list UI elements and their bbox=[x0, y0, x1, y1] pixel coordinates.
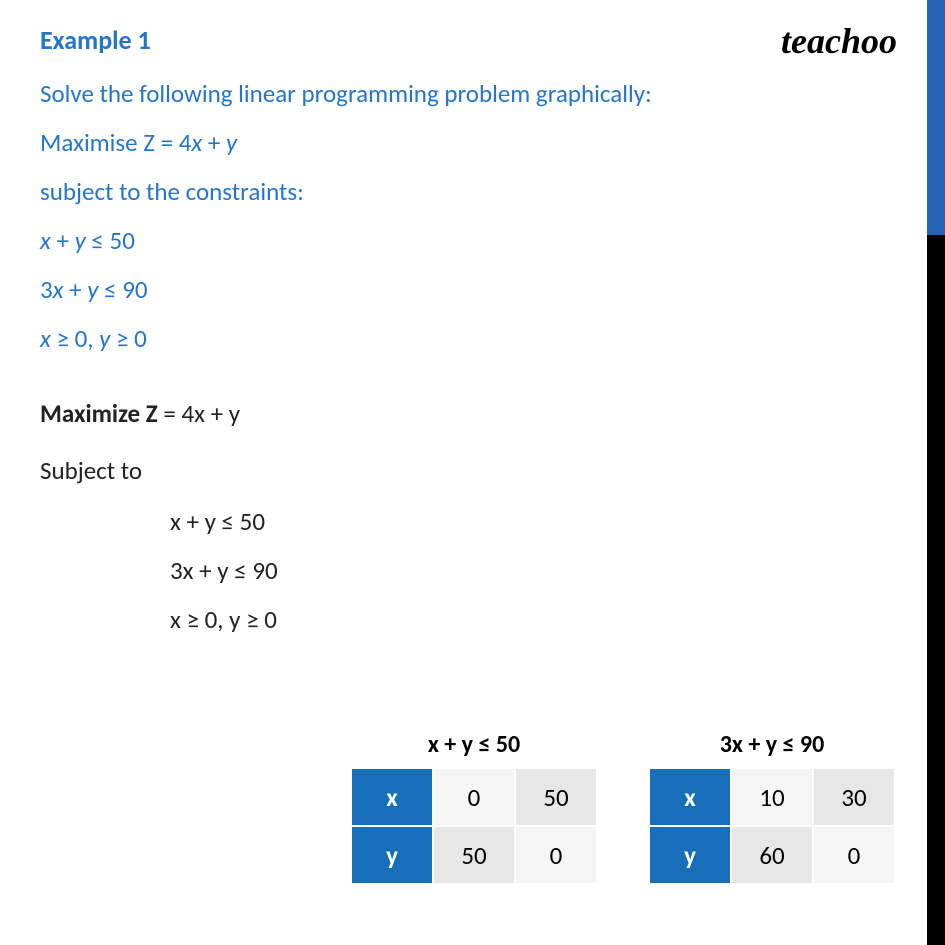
obj-var-y: y bbox=[226, 127, 237, 158]
table-2-r1-label: x bbox=[649, 768, 731, 826]
side-accent-black bbox=[927, 235, 945, 945]
table-2-r1-v2: 30 bbox=[813, 768, 895, 826]
table-1-r1-v1: 0 bbox=[433, 768, 515, 826]
c1-x: x bbox=[40, 225, 51, 256]
obj-mid: + bbox=[202, 127, 226, 158]
c3-y: y bbox=[99, 323, 110, 354]
table-1-r2-label: y bbox=[351, 826, 433, 884]
constraint-3: x ≥ 0, y ≥ 0 bbox=[40, 323, 885, 354]
table-2-r1-v1: 10 bbox=[731, 768, 813, 826]
table-2-r2-v1: 60 bbox=[731, 826, 813, 884]
obj-prefix: Maximise Z = 4 bbox=[40, 127, 191, 158]
data-tables: x + y ≤ 50 x 0 50 y 50 0 3x + y ≤ 90 x 1… bbox=[350, 730, 896, 885]
side-accent-blue bbox=[927, 0, 945, 235]
table-row: y 50 0 bbox=[351, 826, 597, 884]
table-row: y 60 0 bbox=[649, 826, 895, 884]
table-2-title: 3x + y ≤ 90 bbox=[648, 730, 896, 759]
c2-rhs: ≤ 90 bbox=[98, 274, 147, 305]
c3-mid: ≥ 0, bbox=[51, 323, 99, 354]
table-2-grid: x 10 30 y 60 0 bbox=[648, 767, 896, 885]
c1-plus: + bbox=[51, 225, 75, 256]
c1-y: y bbox=[75, 225, 86, 256]
table-1-r1-label: x bbox=[351, 768, 433, 826]
obj-var-x: x bbox=[191, 127, 202, 158]
constraints-label: subject to the constraints: bbox=[40, 176, 885, 207]
sol-c1: x + y ≤ 50 bbox=[170, 506, 885, 537]
c2-y: y bbox=[87, 274, 98, 305]
constraint-1: x + y ≤ 50 bbox=[40, 225, 885, 256]
brand-logo: teachoo bbox=[781, 20, 897, 62]
table-1-title: x + y ≤ 50 bbox=[350, 730, 598, 759]
c3-x: x bbox=[40, 323, 51, 354]
table-1-r1-v2: 50 bbox=[515, 768, 597, 826]
page-content: Example 1 Solve the following linear pro… bbox=[0, 0, 925, 677]
table-row: x 0 50 bbox=[351, 768, 597, 826]
table-2-r2-label: y bbox=[649, 826, 731, 884]
table-2-r2-v2: 0 bbox=[813, 826, 895, 884]
constraint-2: 3x + y ≤ 90 bbox=[40, 274, 885, 305]
table-1-grid: x 0 50 y 50 0 bbox=[350, 767, 598, 885]
side-accent bbox=[927, 0, 945, 945]
table-1: x + y ≤ 50 x 0 50 y 50 0 bbox=[350, 730, 598, 885]
problem-intro: Solve the following linear programming p… bbox=[40, 78, 885, 109]
sol-c3: x ≥ 0, y ≥ 0 bbox=[170, 604, 885, 635]
c2-x: x bbox=[53, 274, 64, 305]
example-heading: Example 1 bbox=[40, 24, 885, 56]
sol-obj-bold: Maximize Z bbox=[40, 398, 158, 429]
table-1-r2-v2: 0 bbox=[515, 826, 597, 884]
sol-obj-rest: = 4x + y bbox=[158, 398, 240, 429]
c1-rhs: ≤ 50 bbox=[86, 225, 135, 256]
c2-plus: + bbox=[64, 274, 88, 305]
c2-coef: 3 bbox=[40, 274, 53, 305]
solution-subject-to: Subject to bbox=[40, 455, 885, 486]
table-row: x 10 30 bbox=[649, 768, 895, 826]
solution-objective: Maximize Z = 4x + y bbox=[40, 398, 885, 429]
table-1-r2-v1: 50 bbox=[433, 826, 515, 884]
sol-c2: 3x + y ≤ 90 bbox=[170, 555, 885, 586]
table-2: 3x + y ≤ 90 x 10 30 y 60 0 bbox=[648, 730, 896, 885]
c3-rhs: ≥ 0 bbox=[110, 323, 146, 354]
objective-line: Maximise Z = 4x + y bbox=[40, 127, 885, 158]
solution-constraints: x + y ≤ 50 3x + y ≤ 90 x ≥ 0, y ≥ 0 bbox=[170, 506, 885, 635]
